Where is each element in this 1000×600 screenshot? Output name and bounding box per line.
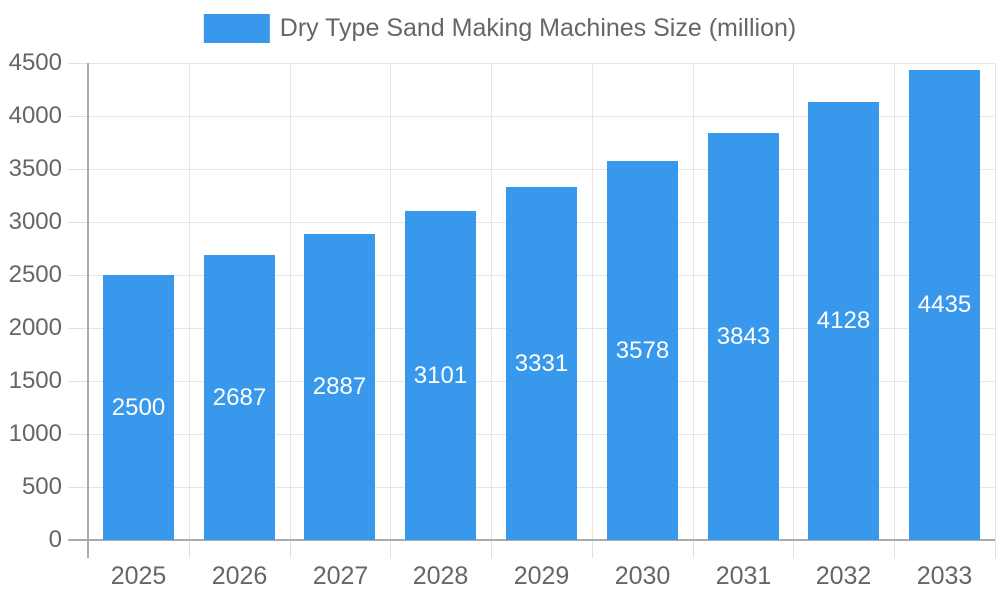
x-axis-line bbox=[68, 539, 995, 541]
y-axis-label: 0 bbox=[48, 526, 62, 553]
x-gridline bbox=[693, 63, 694, 540]
bar-2032[interactable]: 4128 bbox=[808, 102, 879, 540]
y-axis-tick bbox=[68, 116, 88, 117]
x-axis-label: 2032 bbox=[815, 562, 872, 590]
y-axis-label: 3000 bbox=[8, 208, 62, 235]
bar-value-label: 2500 bbox=[111, 393, 166, 421]
x-axis-label: 2025 bbox=[110, 562, 167, 590]
x-gridline bbox=[793, 63, 794, 540]
x-axis-tick bbox=[894, 540, 895, 558]
x-axis-label: 2029 bbox=[513, 562, 570, 590]
x-gridline bbox=[592, 63, 593, 540]
y-axis-label: 1500 bbox=[8, 367, 62, 394]
x-axis-label: 2028 bbox=[412, 562, 469, 590]
bar-2029[interactable]: 3331 bbox=[506, 187, 577, 540]
x-gridline bbox=[491, 63, 492, 540]
bar-value-label: 3101 bbox=[413, 361, 468, 389]
x-axis-tick bbox=[693, 540, 694, 558]
y-axis-label: 4500 bbox=[8, 49, 62, 76]
bar-2026[interactable]: 2687 bbox=[204, 255, 275, 540]
y-axis-label: 1000 bbox=[8, 420, 62, 447]
y-axis-tick bbox=[68, 169, 88, 170]
y-gridline bbox=[88, 63, 995, 64]
x-axis-tick bbox=[793, 540, 794, 558]
bar-2027[interactable]: 2887 bbox=[304, 234, 375, 540]
y-axis-line bbox=[87, 63, 89, 558]
x-axis-tick bbox=[390, 540, 391, 558]
y-axis-tick bbox=[68, 381, 88, 382]
y-gridline bbox=[88, 116, 995, 117]
x-gridline bbox=[995, 63, 996, 540]
x-axis-tick bbox=[491, 540, 492, 558]
y-axis-tick bbox=[68, 434, 88, 435]
bar-2030[interactable]: 3578 bbox=[607, 161, 678, 540]
bar-value-label: 4435 bbox=[917, 291, 972, 318]
bar-value-label: 2687 bbox=[212, 383, 267, 411]
y-axis-label: 2000 bbox=[8, 314, 62, 341]
y-axis-tick bbox=[68, 63, 88, 64]
bar-value-label: 3843 bbox=[716, 322, 771, 350]
x-axis-label: 2031 bbox=[715, 562, 772, 590]
bar-2031[interactable]: 3843 bbox=[708, 133, 779, 540]
x-axis-tick bbox=[592, 540, 593, 558]
x-axis-tick bbox=[290, 540, 291, 558]
x-axis-label: 2033 bbox=[916, 562, 973, 590]
x-axis-tick bbox=[995, 540, 996, 558]
legend-swatch bbox=[203, 14, 270, 43]
x-gridline bbox=[894, 63, 895, 540]
x-axis-tick bbox=[189, 540, 190, 558]
y-axis-tick bbox=[68, 328, 88, 329]
legend-item[interactable]: Dry Type Sand Making Machines Size (mill… bbox=[203, 14, 797, 43]
bar-value-label: 3578 bbox=[615, 336, 670, 364]
y-axis-tick bbox=[68, 487, 88, 488]
x-gridline bbox=[189, 63, 190, 540]
y-axis-label: 2500 bbox=[8, 261, 62, 288]
x-axis-label: 2026 bbox=[211, 562, 268, 590]
x-axis-label: 2030 bbox=[614, 562, 671, 590]
y-axis-tick bbox=[68, 275, 88, 276]
legend-label: Dry Type Sand Making Machines Size (mill… bbox=[279, 14, 797, 42]
x-axis-label: 2027 bbox=[312, 562, 369, 590]
x-gridline bbox=[390, 63, 391, 540]
y-axis-label: 3500 bbox=[8, 155, 62, 182]
y-gridline bbox=[88, 169, 995, 170]
y-axis-label: 500 bbox=[21, 473, 62, 500]
y-axis-tick bbox=[68, 222, 88, 223]
bar-value-label: 2887 bbox=[312, 373, 367, 400]
bar-2028[interactable]: 3101 bbox=[405, 211, 476, 540]
x-gridline bbox=[290, 63, 291, 540]
bar-value-label: 4128 bbox=[816, 307, 871, 334]
y-axis-label: 4000 bbox=[8, 102, 62, 129]
bar-2033[interactable]: 4435 bbox=[909, 70, 980, 540]
bar-2025[interactable]: 2500 bbox=[103, 275, 174, 540]
bar-value-label: 3331 bbox=[514, 349, 569, 377]
